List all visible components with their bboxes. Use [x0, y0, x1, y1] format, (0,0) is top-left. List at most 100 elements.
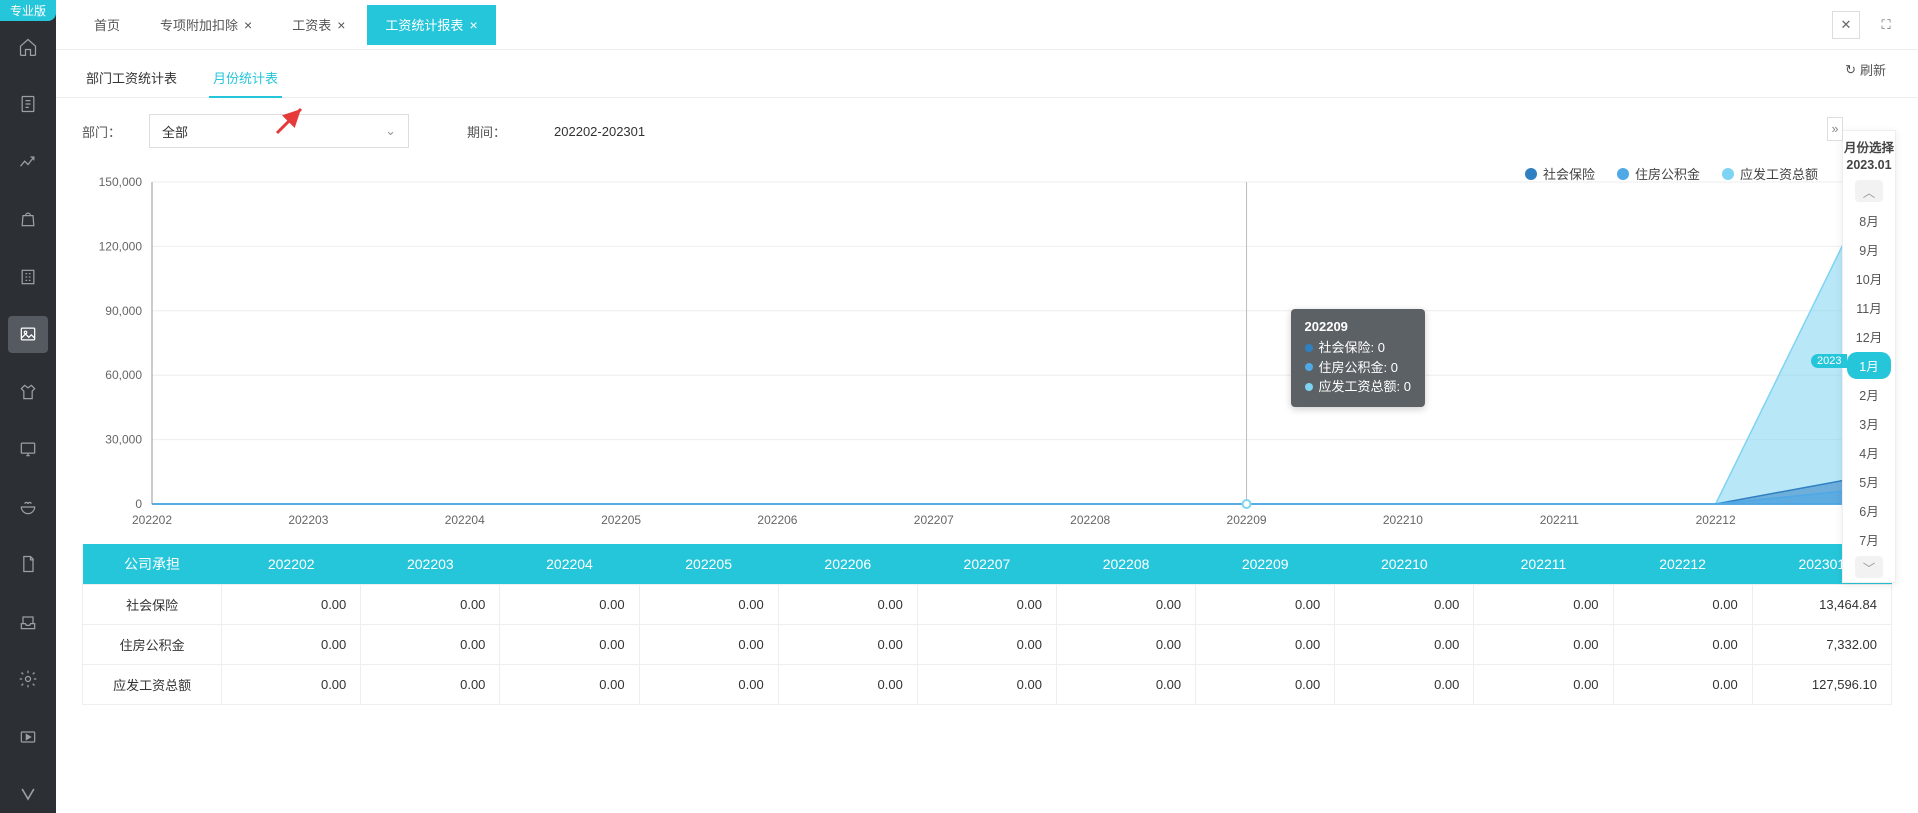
- cell: 0.00: [1196, 665, 1335, 705]
- tab-special-deduction[interactable]: 专项附加扣除×: [142, 5, 270, 45]
- svg-text:202203: 202203: [288, 513, 328, 527]
- cell: 0.00: [778, 665, 917, 705]
- sidebar: [0, 0, 56, 813]
- month-item[interactable]: 4月: [1847, 439, 1891, 466]
- stats-table: 公司承担202202202203202204202205202206202207…: [56, 534, 1918, 705]
- cell: 0.00: [1613, 665, 1752, 705]
- nav-play[interactable]: [8, 718, 48, 756]
- month-down-button[interactable]: ﹀: [1855, 556, 1883, 578]
- cell: 0.00: [500, 665, 639, 705]
- col-header: 202203: [361, 544, 500, 585]
- month-item[interactable]: 6月: [1847, 497, 1891, 524]
- nav-building[interactable]: [8, 258, 48, 296]
- month-item[interactable]: 2月: [1847, 381, 1891, 408]
- month-item[interactable]: 3月: [1847, 410, 1891, 437]
- svg-text:90,000: 90,000: [105, 304, 142, 318]
- table-row: 社会保险0.000.000.000.000.000.000.000.000.00…: [83, 585, 1892, 625]
- svg-text:202205: 202205: [601, 513, 641, 527]
- nav-tray[interactable]: [8, 603, 48, 641]
- col-header: 202202: [222, 544, 361, 585]
- subtab-month-stats[interactable]: 月份统计表: [209, 60, 282, 97]
- refresh-button[interactable]: ↻ 刷新: [1845, 60, 1886, 79]
- legend-item[interactable]: 应发工资总额: [1722, 164, 1818, 183]
- col-header: 202207: [917, 544, 1056, 585]
- dept-select[interactable]: 全部 ⌄: [149, 114, 409, 148]
- cell: 0.00: [1474, 625, 1613, 665]
- cell: 0.00: [1196, 585, 1335, 625]
- chart: 社会保险 住房公积金 应发工资总额 030,00060,00090,000120,0…: [56, 164, 1918, 534]
- tab-label: 工资统计报表: [385, 15, 463, 34]
- tab-home[interactable]: 首页: [76, 5, 138, 45]
- cell: 7,332.00: [1752, 625, 1891, 665]
- nav-doc[interactable]: [8, 546, 48, 584]
- nav-vee[interactable]: [8, 776, 48, 813]
- cell: 0.00: [222, 665, 361, 705]
- nav-bowl[interactable]: [8, 488, 48, 526]
- tab-salary-sheet[interactable]: 工资表×: [274, 5, 363, 45]
- tab-label: 首页: [94, 15, 120, 34]
- cell: 0.00: [222, 625, 361, 665]
- legend-dot: [1525, 168, 1537, 180]
- dept-label: 部门：: [82, 122, 121, 141]
- cell: 0.00: [361, 665, 500, 705]
- close-icon[interactable]: ×: [337, 17, 345, 33]
- tab-salary-stats-report[interactable]: 工资统计报表 ×: [367, 5, 495, 45]
- month-up-button[interactable]: ︿: [1855, 180, 1883, 202]
- svg-text:202208: 202208: [1070, 513, 1110, 527]
- col-header: 202209: [1196, 544, 1335, 585]
- month-item[interactable]: 7月: [1847, 526, 1891, 553]
- nav-shirt[interactable]: [8, 373, 48, 411]
- svg-text:202210: 202210: [1383, 513, 1423, 527]
- month-item[interactable]: 5月: [1847, 468, 1891, 495]
- tabbar: 首页 专项附加扣除× 工资表× 工资统计报表 × ✕ ⛶: [56, 0, 1918, 50]
- period-value: 202202-202301: [554, 124, 645, 139]
- cell: 0.00: [361, 625, 500, 665]
- nav-home[interactable]: [8, 28, 48, 66]
- refresh-label: 刷新: [1860, 60, 1886, 79]
- legend-label: 社会保险: [1543, 164, 1595, 183]
- legend-label: 住房公积金: [1635, 164, 1700, 183]
- close-icon[interactable]: ×: [469, 17, 477, 33]
- month-item[interactable]: 9月: [1847, 236, 1891, 263]
- cell: 0.00: [639, 585, 778, 625]
- legend-item[interactable]: 住房公积金: [1617, 164, 1700, 183]
- chart-canvas: 030,00060,00090,000120,000150,0002022022…: [82, 164, 1892, 534]
- col-header: 202210: [1335, 544, 1474, 585]
- nav-gear[interactable]: [8, 661, 48, 699]
- row-label: 住房公积金: [83, 625, 222, 665]
- close-icon[interactable]: ×: [244, 17, 252, 33]
- cell: 127,596.10: [1752, 665, 1891, 705]
- month-item[interactable]: 11月: [1847, 294, 1891, 321]
- nav-trend[interactable]: [8, 143, 48, 181]
- nav-ledger[interactable]: [8, 86, 48, 124]
- month-item[interactable]: 12月: [1847, 323, 1891, 350]
- cell: 0.00: [1474, 665, 1613, 705]
- svg-text:202211: 202211: [1540, 513, 1579, 527]
- cell: 0.00: [1474, 585, 1613, 625]
- svg-text:202207: 202207: [914, 513, 954, 527]
- svg-text:202204: 202204: [445, 513, 485, 527]
- cell: 0.00: [361, 585, 500, 625]
- nav-display[interactable]: [8, 431, 48, 469]
- legend-item[interactable]: 社会保险: [1525, 164, 1595, 183]
- month-item[interactable]: 1月2023: [1847, 352, 1891, 379]
- close-all-button[interactable]: ✕: [1832, 11, 1860, 39]
- fullscreen-button[interactable]: ⛶: [1872, 11, 1900, 39]
- collapse-handle[interactable]: »: [1827, 117, 1843, 141]
- month-item[interactable]: 8月: [1847, 207, 1891, 234]
- svg-text:202212: 202212: [1696, 513, 1736, 527]
- month-panel-title: 月份选择: [1844, 131, 1894, 158]
- cell: 0.00: [1056, 625, 1195, 665]
- month-item[interactable]: 10月: [1847, 265, 1891, 292]
- dept-value: 全部: [162, 122, 188, 141]
- chart-legend: 社会保险 住房公积金 应发工资总额: [1525, 164, 1818, 183]
- cell: 0.00: [639, 625, 778, 665]
- svg-text:30,000: 30,000: [105, 433, 142, 447]
- svg-text:202209: 202209: [1227, 513, 1267, 527]
- col-header: 202205: [639, 544, 778, 585]
- svg-text:150,000: 150,000: [99, 175, 143, 189]
- nav-image[interactable]: [8, 316, 48, 354]
- month-panel-current: 2023.01: [1846, 158, 1891, 178]
- nav-bag[interactable]: [8, 201, 48, 239]
- subtab-dept-stats[interactable]: 部门工资统计表: [82, 60, 181, 97]
